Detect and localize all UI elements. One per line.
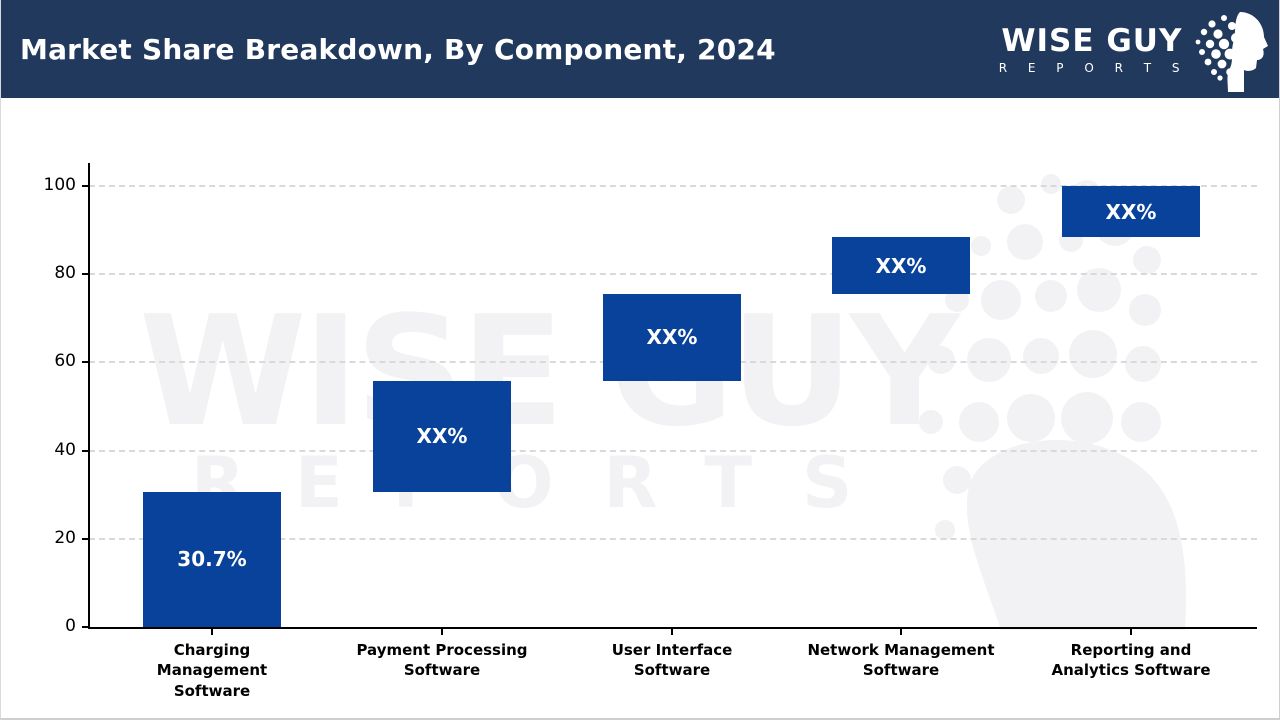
x-axis-category-label-3: User Interface Software — [611, 641, 733, 680]
bar-value-label-1: 30.7% — [177, 547, 247, 572]
x-axis-category-label-1: Charging Management Software — [156, 641, 268, 700]
gridline-100 — [89, 185, 1257, 187]
x-axis-tick-mark — [211, 629, 213, 635]
y-axis-tick-label-40: 40 — [54, 439, 76, 460]
page-title: Market Share Breakdown, By Component, 20… — [20, 32, 776, 66]
x-axis-category-label-2: Payment Processing Software — [356, 641, 528, 680]
watermark-text-reports: REPORTS — [191, 442, 903, 524]
y-axis-tick-label-20: 20 — [54, 527, 76, 548]
y-axis-tick-mark — [82, 537, 89, 540]
logo-brand-name: WISE GUY — [1001, 23, 1183, 59]
bar-value-label-5: XX% — [1105, 199, 1157, 224]
y-axis-tick-label-0: 0 — [65, 616, 76, 636]
x-axis-tick-mark — [1130, 629, 1132, 635]
x-axis-category-label-5: Reporting and Analytics Software — [1051, 641, 1211, 680]
logo-text: WISE GUY R E P O R T S — [996, 23, 1188, 75]
x-axis-spine — [88, 627, 1257, 629]
x-axis-tick-mark — [441, 629, 443, 635]
y-axis-tick-label-60: 60 — [54, 351, 76, 372]
watermark-head-icon — [919, 174, 1187, 630]
watermark-text-wise-guy: WISE GUY — [139, 283, 960, 460]
bar-value-label-2: XX% — [416, 424, 468, 449]
x-axis-category-label-4: Network Management Software — [807, 641, 995, 680]
x-axis-tick-mark — [671, 629, 673, 635]
y-axis-tick-label-80: 80 — [54, 263, 76, 284]
wise-guy-reports-logo: WISE GUY R E P O R T S — [996, 8, 1268, 92]
logo-brand-subtitle: R E P O R T S — [998, 61, 1188, 75]
x-axis-tick-mark — [900, 629, 902, 635]
y-axis-tick-mark — [82, 626, 89, 628]
y-axis-tick-mark — [82, 185, 89, 187]
y-axis-tick-mark — [82, 273, 89, 276]
gridline-40 — [89, 449, 1257, 452]
bar-value-label-4: XX% — [875, 253, 927, 278]
bar-4[interactable]: XX% — [832, 237, 970, 295]
bar-5[interactable]: XX% — [1062, 186, 1200, 238]
bar-1[interactable]: 30.7% — [143, 491, 281, 627]
bar-2[interactable]: XX% — [373, 380, 511, 492]
y-axis-tick-label-100: 100 — [43, 175, 76, 195]
bar-3[interactable]: XX% — [603, 294, 741, 381]
bar-value-label-3: XX% — [646, 325, 698, 350]
y-axis-tick-mark — [82, 449, 89, 452]
header-bar: Market Share Breakdown, By Component, 20… — [1, 0, 1279, 98]
y-axis-spine — [88, 163, 90, 629]
gridline-80 — [89, 273, 1257, 276]
logo-head-icon — [1195, 12, 1268, 92]
gridline-20 — [89, 537, 1257, 540]
y-axis-tick-mark — [82, 361, 89, 364]
